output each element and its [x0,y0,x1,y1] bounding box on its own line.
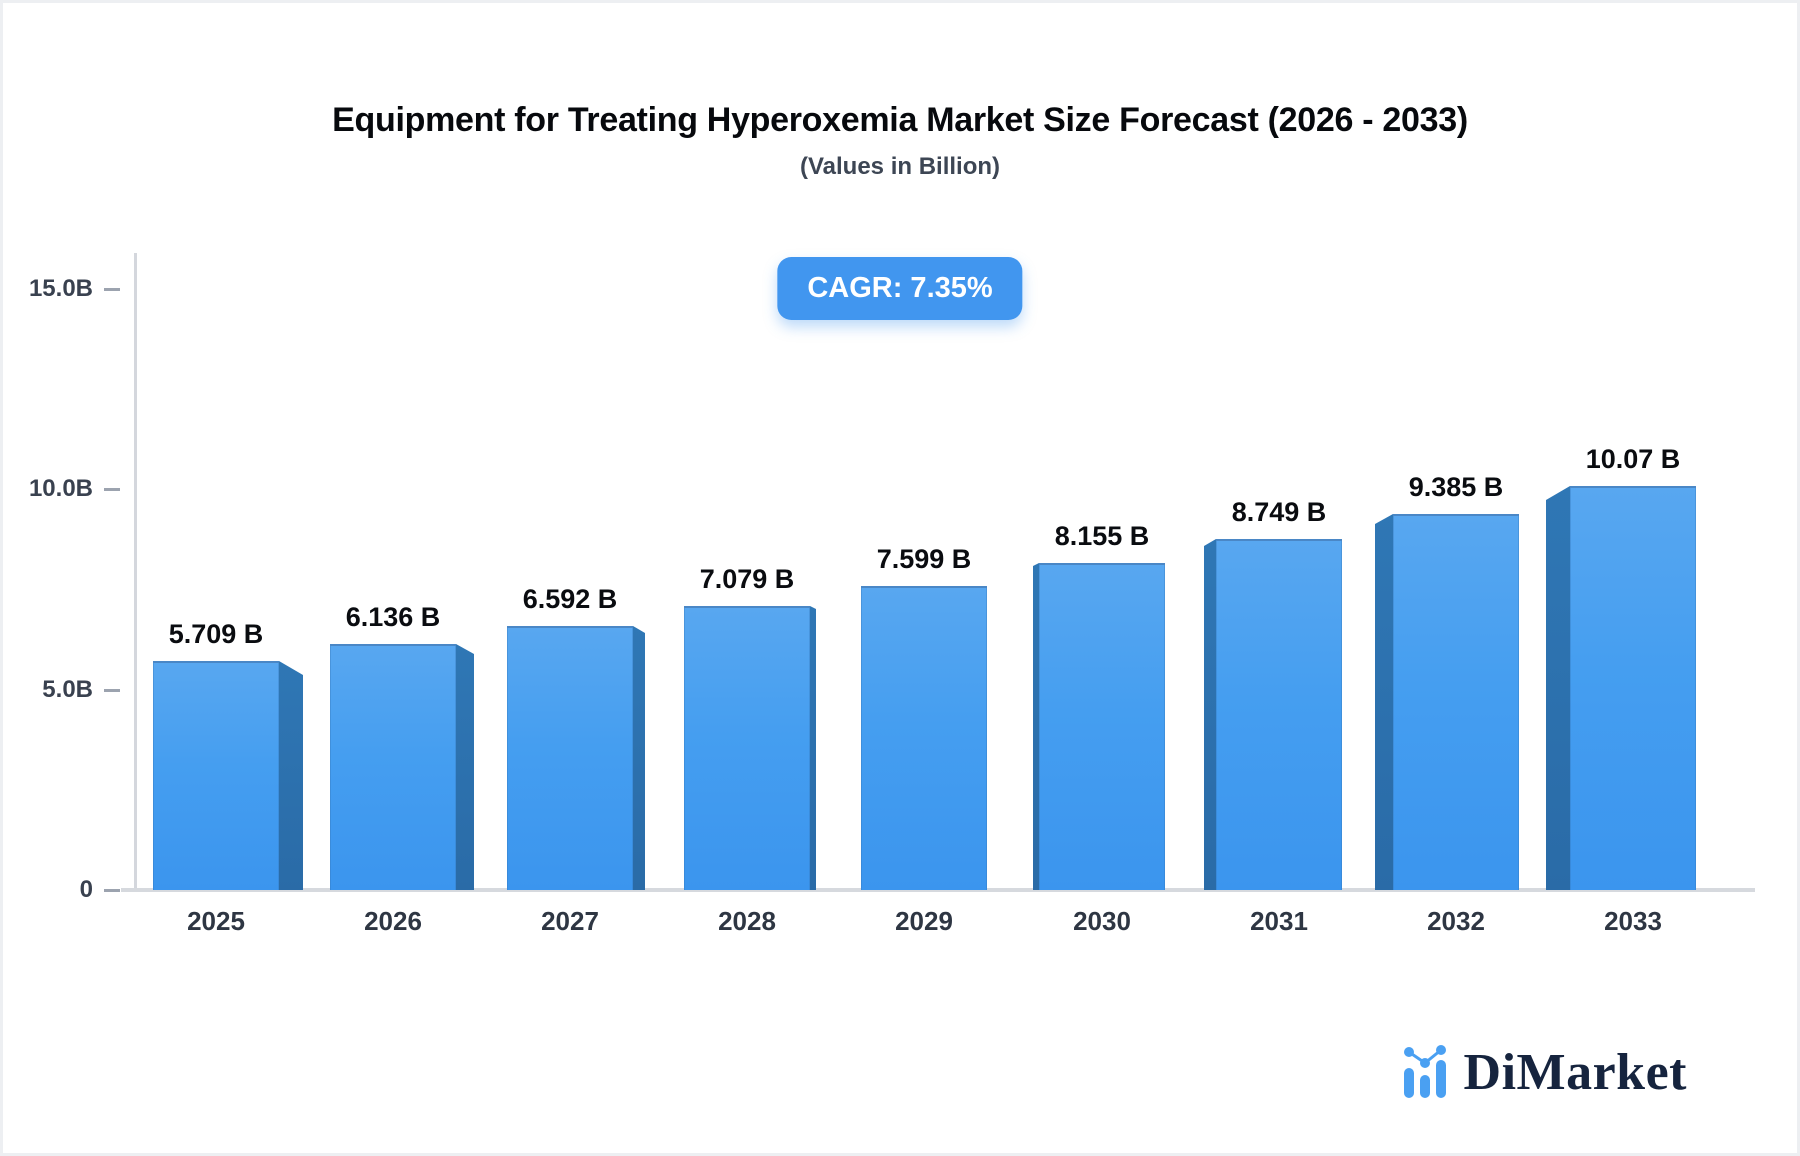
x-axis-line [121,888,1755,892]
cagr-badge: CAGR: 7.35% [777,257,1023,320]
bar-2025 [153,661,279,890]
bar-value-label: 6.136 B [345,602,441,632]
bar-value-label: 7.599 B [876,544,972,574]
bar-2030 [1039,563,1165,890]
x-axis-label: 2028 [718,906,776,936]
bar-value-label: 6.592 B [522,584,618,614]
bar-2029 [861,586,987,890]
x-axis-label: 2031 [1250,906,1308,936]
bar-value-label: 10.07 B [1585,444,1681,474]
bar-value-label: 5.709 B [168,619,264,649]
bar-value-label: 7.079 B [699,564,795,594]
bar-2028 [684,606,810,890]
bar-value-label: 9.385 B [1408,472,1504,502]
logo: DiMarket [1400,1043,1687,1102]
y-tick-label: 0 [79,876,93,903]
bar-side-2027 [633,626,645,890]
y-tick-dash [104,288,120,291]
bar-side-2032 [1375,514,1393,890]
bar-2032 [1393,514,1519,890]
bar-2027 [507,626,633,890]
x-axis-label: 2025 [187,906,245,936]
y-tick-label: 10.0B [28,475,93,502]
bar-side-2030 [1033,563,1039,890]
bar-value-label: 8.749 B [1231,497,1327,527]
bar-2033 [1570,486,1696,890]
chart-subtitle: (Values in Billion) [799,153,1001,180]
bar-chart-logo-icon [1400,1044,1452,1102]
x-axis-label: 2026 [364,906,422,936]
x-axis-label: 2030 [1073,906,1131,936]
x-axis-label: 2029 [895,906,953,936]
bar-value-label: 8.155 B [1054,521,1150,551]
bar-side-2026 [456,644,474,890]
bar-side-2025 [279,661,303,890]
bar-side-2033 [1546,486,1570,890]
y-axis-line [134,253,137,892]
y-tick-label: 5.0B [42,676,93,703]
logo-text: DiMarket [1463,1044,1687,1101]
chart-title: Equipment for Treating Hyperoxemia Marke… [332,101,1468,139]
y-tick-dash [104,689,120,692]
x-axis-label: 2033 [1604,906,1662,936]
bar-2026 [330,644,456,890]
bar-side-2031 [1204,539,1216,890]
y-tick-label: 15.0B [28,275,93,302]
bar-side-2028 [810,606,816,890]
y-tick-dash [104,889,120,892]
x-axis-label: 2032 [1427,906,1485,936]
x-axis-label: 2027 [541,906,599,936]
bar-2031 [1216,539,1342,890]
y-tick-dash [104,488,120,491]
